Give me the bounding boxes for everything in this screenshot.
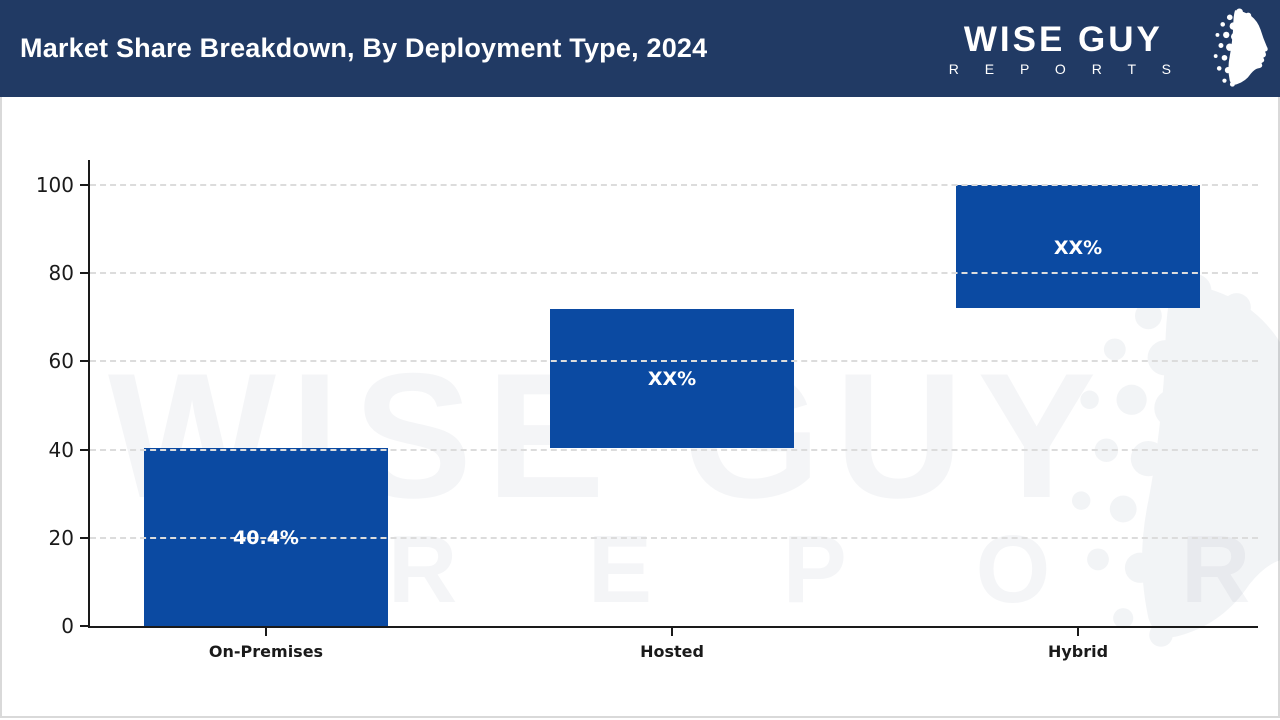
y-gridline-20	[90, 536, 1258, 539]
y-axis-tick	[80, 360, 88, 363]
y-axis-tick	[80, 184, 88, 186]
y-axis-tick	[80, 536, 88, 539]
logo-subtitle: R E P O R T S	[948, 60, 1182, 77]
x-axis-tick	[671, 628, 673, 636]
wise-guy-reports-logo: WISE GUY R E P O R T S	[945, 3, 1280, 95]
y-gridline-40	[90, 448, 1258, 451]
bar-hosted	[550, 308, 794, 448]
y-axis-tick	[80, 272, 88, 275]
x-axis-tick	[1077, 628, 1079, 636]
logo-wordmark: WISE GUY	[963, 19, 1163, 59]
header-bar: Market Share Breakdown, By Deployment Ty…	[0, 0, 1280, 97]
y-tick-label: 40	[48, 437, 74, 462]
plot-area: 40.4% On-Premises XX% Hosted XX% Hybrid 0 20 40 6…	[36, 160, 1258, 661]
y-tick-label: 100	[35, 173, 74, 197]
y-gridline-100	[90, 184, 1258, 186]
x-category-label: Hosted	[640, 642, 704, 661]
x-axis-tick	[265, 628, 267, 636]
y-gridline-80	[90, 272, 1258, 275]
bar-value-label: XX%	[647, 368, 697, 391]
x-category-label: On-Premises	[208, 642, 324, 661]
bar-value-label: XX%	[1053, 236, 1103, 259]
y-tick-label: 80	[48, 261, 74, 286]
y-gridline-60	[90, 360, 1258, 363]
bar-value-label: 40.4%	[233, 526, 299, 549]
dotted-head-profile-icon	[1213, 8, 1268, 87]
y-axis-tick	[80, 625, 88, 627]
bar-hybrid	[956, 185, 1200, 309]
logo-text: WISE GUY R E P O R T S	[945, 22, 1182, 76]
y-tick-label: 0	[61, 614, 74, 638]
y-tick-label: 20	[48, 525, 74, 550]
x-category-label: Hybrid	[1047, 642, 1109, 661]
y-axis-tick	[80, 448, 88, 451]
chart-title: Market Share Breakdown, By Deployment Ty…	[20, 33, 708, 63]
y-tick-label: 60	[48, 349, 74, 374]
